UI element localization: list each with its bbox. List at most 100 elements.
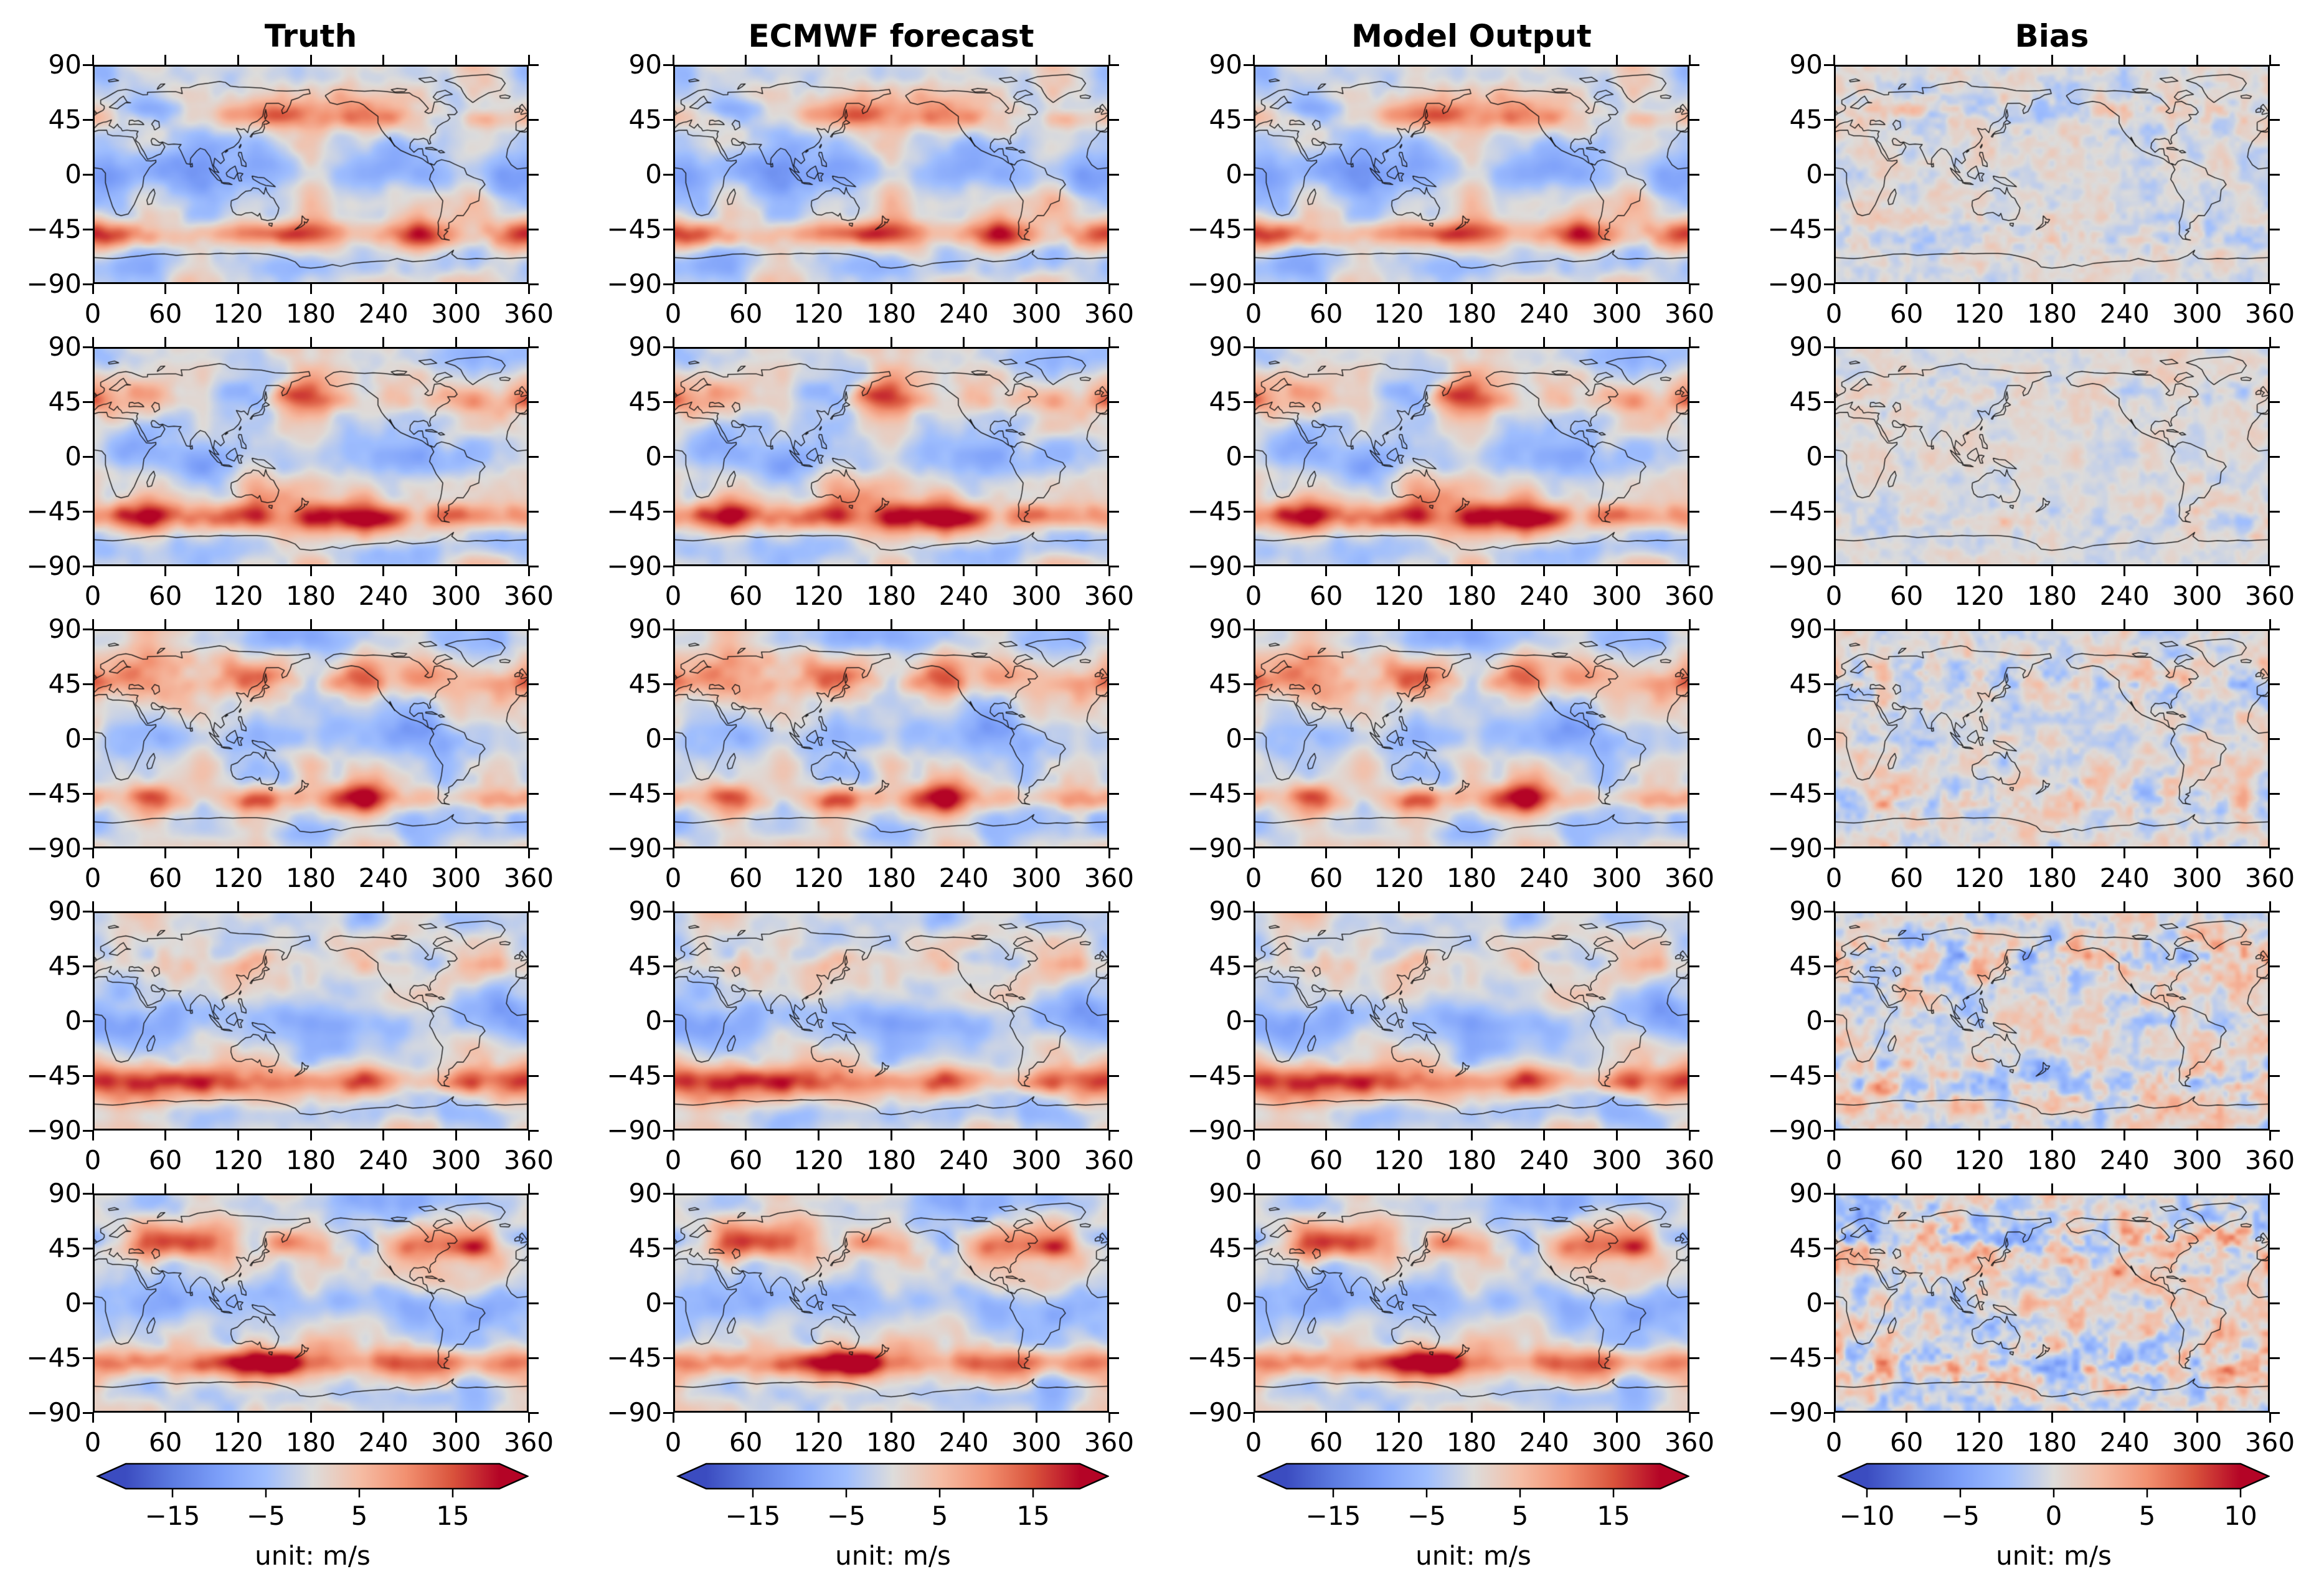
y-tick-right	[1689, 1247, 1699, 1249]
y-tick-label: 45	[628, 668, 662, 699]
x-tick-label: 120	[1954, 581, 2005, 611]
y-tick-label: 90	[1789, 1178, 1823, 1208]
x-tick	[1543, 1413, 1546, 1423]
y-tick-right	[1109, 118, 1119, 121]
x-tick	[164, 1131, 167, 1140]
x-tick	[1470, 1131, 1473, 1140]
y-tick	[663, 737, 673, 740]
x-tick-top	[1543, 55, 1546, 65]
x-tick-label: 360	[2244, 1427, 2295, 1458]
y-tick-right	[529, 510, 539, 513]
x-tick-top	[2123, 337, 2126, 347]
x-tick-label: 360	[1664, 863, 1715, 893]
colorbar-tick-label: −5	[1407, 1501, 1446, 1531]
x-tick-label: 0	[664, 581, 682, 611]
x-tick-label: 240	[938, 863, 989, 893]
y-tick-label: −90	[1187, 1115, 1242, 1145]
x-tick-top	[1978, 901, 1980, 911]
x-tick	[1833, 284, 1835, 294]
x-tick-label: 180	[285, 863, 336, 893]
y-tick	[1824, 628, 1834, 630]
x-tick-top	[1833, 901, 1835, 911]
y-tick-label: 45	[1209, 386, 1242, 417]
x-tick-top	[1325, 1183, 1328, 1193]
y-tick-right	[2270, 118, 2280, 121]
x-tick-label: 0	[664, 863, 682, 893]
x-tick	[1978, 284, 1980, 294]
y-tick-right	[1689, 1192, 1699, 1195]
x-tick-top	[237, 901, 239, 911]
colorbar-tick-label: 10	[2224, 1501, 2257, 1531]
x-tick-top	[1397, 337, 1400, 347]
y-tick	[1244, 1129, 1254, 1132]
x-tick	[527, 566, 530, 576]
x-tick-label: 360	[2244, 863, 2295, 893]
y-tick	[1824, 1020, 1834, 1022]
y-tick-right	[529, 792, 539, 795]
x-tick-label: 180	[866, 863, 917, 893]
y-tick-label: 0	[645, 441, 662, 472]
x-tick	[1325, 566, 1328, 576]
y-tick-right	[1689, 118, 1699, 121]
x-tick	[455, 566, 457, 576]
map-canvas-truth-row3	[95, 631, 527, 846]
y-tick-label: 90	[628, 331, 662, 362]
x-tick-top	[309, 619, 312, 629]
y-tick	[1824, 1129, 1834, 1132]
x-tick	[672, 566, 674, 576]
x-tick-label: 240	[358, 863, 409, 893]
y-tick-label: 45	[1209, 668, 1242, 699]
x-tick	[1688, 284, 1691, 294]
x-tick-top	[382, 55, 385, 65]
y-tick	[1244, 965, 1254, 967]
x-tick-top	[1470, 337, 1473, 347]
y-tick-label: 0	[1806, 723, 1823, 754]
x-tick-top	[2269, 619, 2271, 629]
y-tick-right	[529, 1411, 539, 1414]
x-tick	[164, 284, 167, 294]
x-tick-label: 300	[431, 581, 481, 611]
y-tick-label: −45	[1187, 496, 1242, 526]
x-tick-label: 0	[1245, 298, 1262, 329]
x-tick-label: 240	[938, 298, 989, 329]
y-tick-label: 0	[1226, 159, 1242, 189]
y-tick-label: 90	[1209, 49, 1242, 80]
x-tick-top	[1833, 337, 1835, 347]
y-tick-label: 90	[48, 331, 82, 362]
y-tick-right	[1689, 847, 1699, 850]
map-panel-ecmwf-forecast-row2	[673, 347, 1109, 566]
y-tick-right	[1689, 1302, 1699, 1304]
x-tick-label: 360	[503, 1427, 554, 1458]
x-tick	[1035, 566, 1037, 576]
y-tick-label: −90	[26, 1115, 82, 1145]
x-tick	[2269, 284, 2271, 294]
x-tick-label: 240	[2099, 581, 2150, 611]
y-tick-right	[529, 565, 539, 567]
x-tick-label: 240	[938, 581, 989, 611]
y-tick	[83, 1411, 93, 1414]
x-tick-top	[2269, 1183, 2271, 1193]
y-tick	[1824, 228, 1834, 230]
x-tick	[890, 566, 892, 576]
y-tick-label: 90	[48, 614, 82, 644]
map-canvas-bias-row1	[1836, 67, 2268, 282]
x-tick-label: 60	[1309, 298, 1343, 329]
y-tick-right	[1109, 910, 1119, 913]
y-tick-right	[2270, 228, 2280, 230]
y-tick	[1824, 455, 1834, 458]
colorbar-tick-label: 5	[1512, 1501, 1529, 1531]
x-tick-label: 120	[1374, 863, 1424, 893]
x-tick-label: 360	[1664, 298, 1715, 329]
x-tick-label: 0	[84, 298, 102, 329]
y-tick	[663, 683, 673, 685]
x-tick	[817, 1413, 820, 1423]
y-tick-right	[1109, 792, 1119, 795]
x-tick-top	[1906, 1183, 1908, 1193]
y-tick-label: −45	[607, 214, 662, 244]
x-tick-label: 300	[1592, 298, 1642, 329]
x-tick-label: 240	[358, 1427, 409, 1458]
y-tick	[1824, 510, 1834, 513]
colorbar-unit-label: unit: m/s	[835, 1540, 951, 1571]
x-tick-label: 300	[1011, 1427, 1062, 1458]
y-tick	[1244, 628, 1254, 630]
